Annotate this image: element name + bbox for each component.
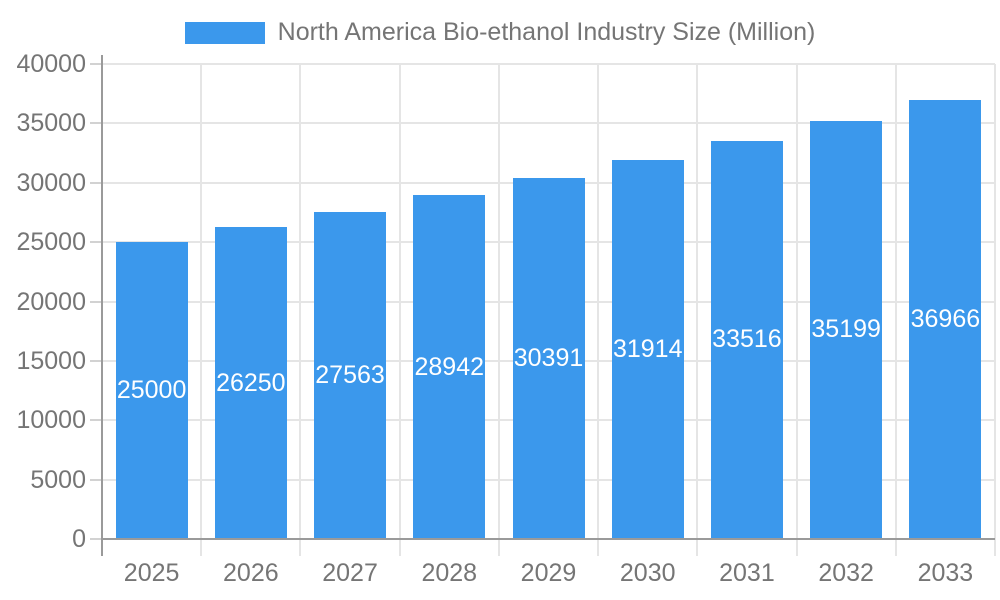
bar-value-label: 27563 [315, 360, 385, 389]
x-tick-label: 2026 [223, 559, 279, 587]
bar-2027[interactable]: 27563 [314, 211, 387, 539]
y-tick-mark [90, 181, 102, 184]
bar-2029[interactable]: 30391 [512, 178, 585, 539]
y-tick-label: 10000 [16, 406, 86, 435]
x-tick-label: 2028 [421, 559, 478, 587]
x-gridline [597, 64, 600, 556]
y-gridline [102, 63, 995, 65]
y-tick-label: 30000 [16, 168, 86, 197]
y-tick-label: 40000 [16, 50, 86, 78]
bar-2025[interactable]: 25000 [115, 242, 188, 539]
x-tick-label: 2032 [818, 559, 874, 587]
bar-value-label: 33516 [712, 325, 782, 354]
y-axis-line [101, 55, 103, 556]
x-gridline [497, 64, 500, 556]
y-tick-label: 5000 [30, 465, 86, 494]
bar-value-label: 31914 [612, 335, 683, 363]
y-tick-label: 15000 [16, 346, 86, 375]
y-tick-label: 0 [72, 525, 86, 553]
legend-swatch [184, 21, 265, 44]
bar-2026[interactable]: 26250 [214, 227, 287, 539]
x-tick-label: 2033 [917, 559, 974, 587]
bar-value-label: 26250 [216, 368, 286, 397]
y-tick-mark [90, 63, 102, 65]
legend-label: North America Bio-ethanol Industry Size … [277, 18, 816, 46]
y-tick-mark [90, 122, 102, 125]
y-tick-label: 20000 [16, 287, 86, 316]
x-tick-label: 2030 [619, 559, 676, 587]
bar-value-label: 35199 [811, 315, 881, 344]
y-tick-label: 25000 [16, 228, 86, 257]
x-gridline [795, 64, 798, 556]
x-gridline [894, 64, 897, 556]
y-tick-mark [90, 241, 102, 244]
bar-2031[interactable]: 33516 [710, 140, 783, 539]
bar-2030[interactable]: 31914 [611, 160, 684, 539]
bar-2028[interactable]: 28942 [413, 195, 486, 539]
legend-item[interactable]: North America Bio-ethanol Industry Size … [0, 18, 1000, 47]
bar-value-label: 30391 [513, 344, 584, 373]
bar-2033[interactable]: 36966 [909, 100, 982, 539]
y-tick-mark [90, 478, 102, 481]
bar-value-label: 25000 [116, 376, 187, 405]
x-gridline [200, 64, 203, 556]
y-tick-label: 35000 [16, 109, 86, 138]
x-gridline [696, 64, 699, 556]
y-tick-mark [90, 359, 102, 362]
x-tick-label: 2027 [322, 559, 378, 587]
y-tick-mark [90, 300, 102, 303]
bar-value-label: 28942 [414, 352, 485, 381]
x-gridline [299, 64, 302, 556]
x-tick-label: 2029 [520, 559, 577, 587]
x-tick-label: 2025 [123, 559, 180, 587]
x-gridline [994, 64, 996, 556]
x-tick-label: 2031 [719, 559, 775, 587]
bar-value-label: 36966 [910, 305, 981, 333]
x-gridline [398, 64, 401, 556]
y-tick-mark [90, 538, 102, 540]
bar-2032[interactable]: 35199 [810, 121, 883, 539]
y-tick-mark [90, 419, 102, 422]
